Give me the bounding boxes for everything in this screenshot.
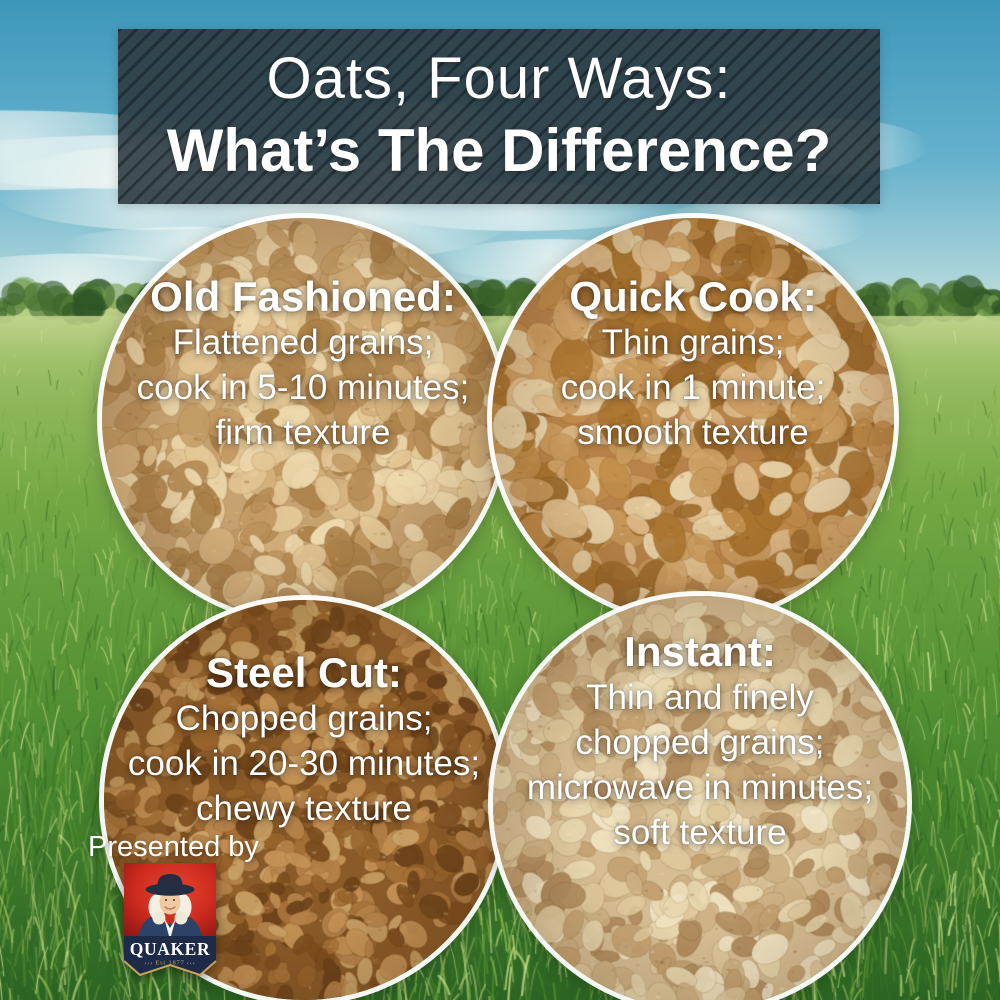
oat-circle-instant: Instant: Thin and finely chopped grains;…: [488, 591, 912, 1000]
quaker-established: ››› Est 1877 ‹‹‹: [144, 960, 195, 967]
quaker-man-illustration: [138, 874, 202, 936]
presented-by-label: Presented by: [88, 831, 259, 863]
oat-circle-quick-cook: Quick Cook: Thin grains; cook in 1 minut…: [487, 213, 899, 625]
quaker-ribbon-gold-trim: [123, 960, 217, 977]
oat-circle-old-fashioned: Old Fashioned: Flattened grains; cook in…: [97, 213, 509, 625]
oat-photo-instant: [493, 596, 907, 1000]
quaker-logo-graphic: QUAKER ››› Est 1877 ‹‹‹: [123, 863, 217, 977]
quaker-wordmark: QUAKER: [130, 939, 210, 959]
quaker-logo: QUAKER ››› Est 1877 ‹‹‹: [120, 861, 220, 979]
oat-photo-old-fashioned: [102, 218, 504, 620]
quaker-ribbon-band: [124, 936, 216, 975]
title-banner: Oats, Four Ways: What’s The Difference?: [118, 29, 880, 204]
title-line-1: Oats, Four Ways:: [266, 45, 732, 111]
title-line-2: What’s The Difference?: [166, 116, 832, 184]
oat-photo-quick-cook: [492, 218, 894, 620]
